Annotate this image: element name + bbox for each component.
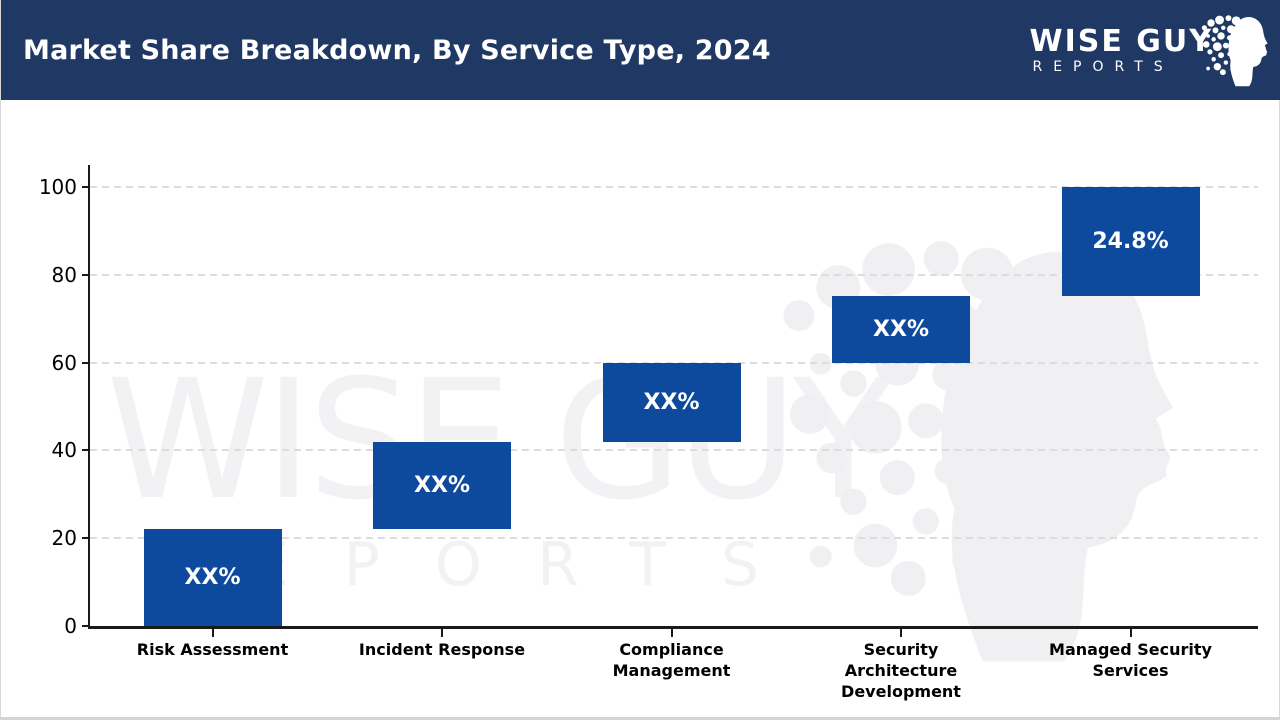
y-tick-100 — [82, 186, 90, 188]
bar-4: XX% — [832, 295, 970, 363]
bar-value-label-1: XX% — [184, 565, 241, 591]
x-tick-2 — [441, 629, 443, 637]
bar-value-label-5: 24.8% — [1092, 228, 1169, 254]
x-category-label-1: Risk Assessment — [136, 640, 289, 659]
page-title: Market Share Breakdown, By Service Type,… — [23, 34, 771, 66]
header: Market Share Breakdown, By Service Type,… — [1, 0, 1280, 100]
bar-value-label-4: XX% — [873, 316, 929, 342]
x-tick-4 — [900, 629, 902, 637]
y-tick-60 — [82, 361, 90, 364]
x-category-label-5: Managed Security Services — [1049, 640, 1212, 680]
bar-value-label-3: XX% — [643, 389, 700, 415]
x-category-label-4: Security Architecture Development — [841, 640, 961, 701]
gridline-20 — [90, 537, 1258, 540]
x-category-label-2: Incident Response — [358, 640, 526, 659]
bar-value-label-2: XX% — [414, 473, 470, 498]
gridline-100 — [90, 186, 1258, 188]
bar-2: XX% — [373, 441, 511, 530]
x-tick-5 — [1129, 629, 1132, 637]
x-axis-line — [88, 626, 1258, 629]
bar-3: XX% — [602, 362, 741, 442]
x-category-label-3: Compliance Management — [612, 640, 731, 680]
brand-subtitle: REPORTS — [1032, 58, 1174, 75]
y-tick-label-20: 20 — [51, 526, 77, 551]
chart-area: WISE GUY REPORTS 0 20 40 60 80 100 XX% Risk Ass… — [1, 100, 1280, 717]
y-tick-label-0: 0 — [64, 614, 77, 638]
y-tick-0 — [82, 625, 90, 627]
y-tick-40 — [82, 449, 90, 452]
y-tick-20 — [82, 537, 90, 540]
y-tick-label-40: 40 — [51, 438, 77, 463]
y-tick-label-80: 80 — [51, 262, 77, 287]
gridline-80 — [90, 273, 1258, 276]
bar-1: XX% — [143, 529, 282, 626]
y-tick-80 — [82, 273, 90, 276]
brand-head-icon — [1197, 7, 1271, 93]
y-tick-label-100: 100 — [38, 175, 77, 199]
x-tick-3 — [670, 629, 673, 637]
brand-logo-text: WISE GUY REPORTS — [1029, 23, 1213, 75]
brand-name: WISE GUY — [1029, 23, 1213, 59]
y-axis-line — [88, 165, 90, 628]
y-tick-label-60: 60 — [51, 350, 77, 375]
gridline-40 — [90, 449, 1258, 452]
brand-logo: WISE GUY REPORTS — [1029, 7, 1271, 93]
x-tick-1 — [211, 629, 214, 637]
bar-5: 24.8% — [1061, 187, 1200, 296]
